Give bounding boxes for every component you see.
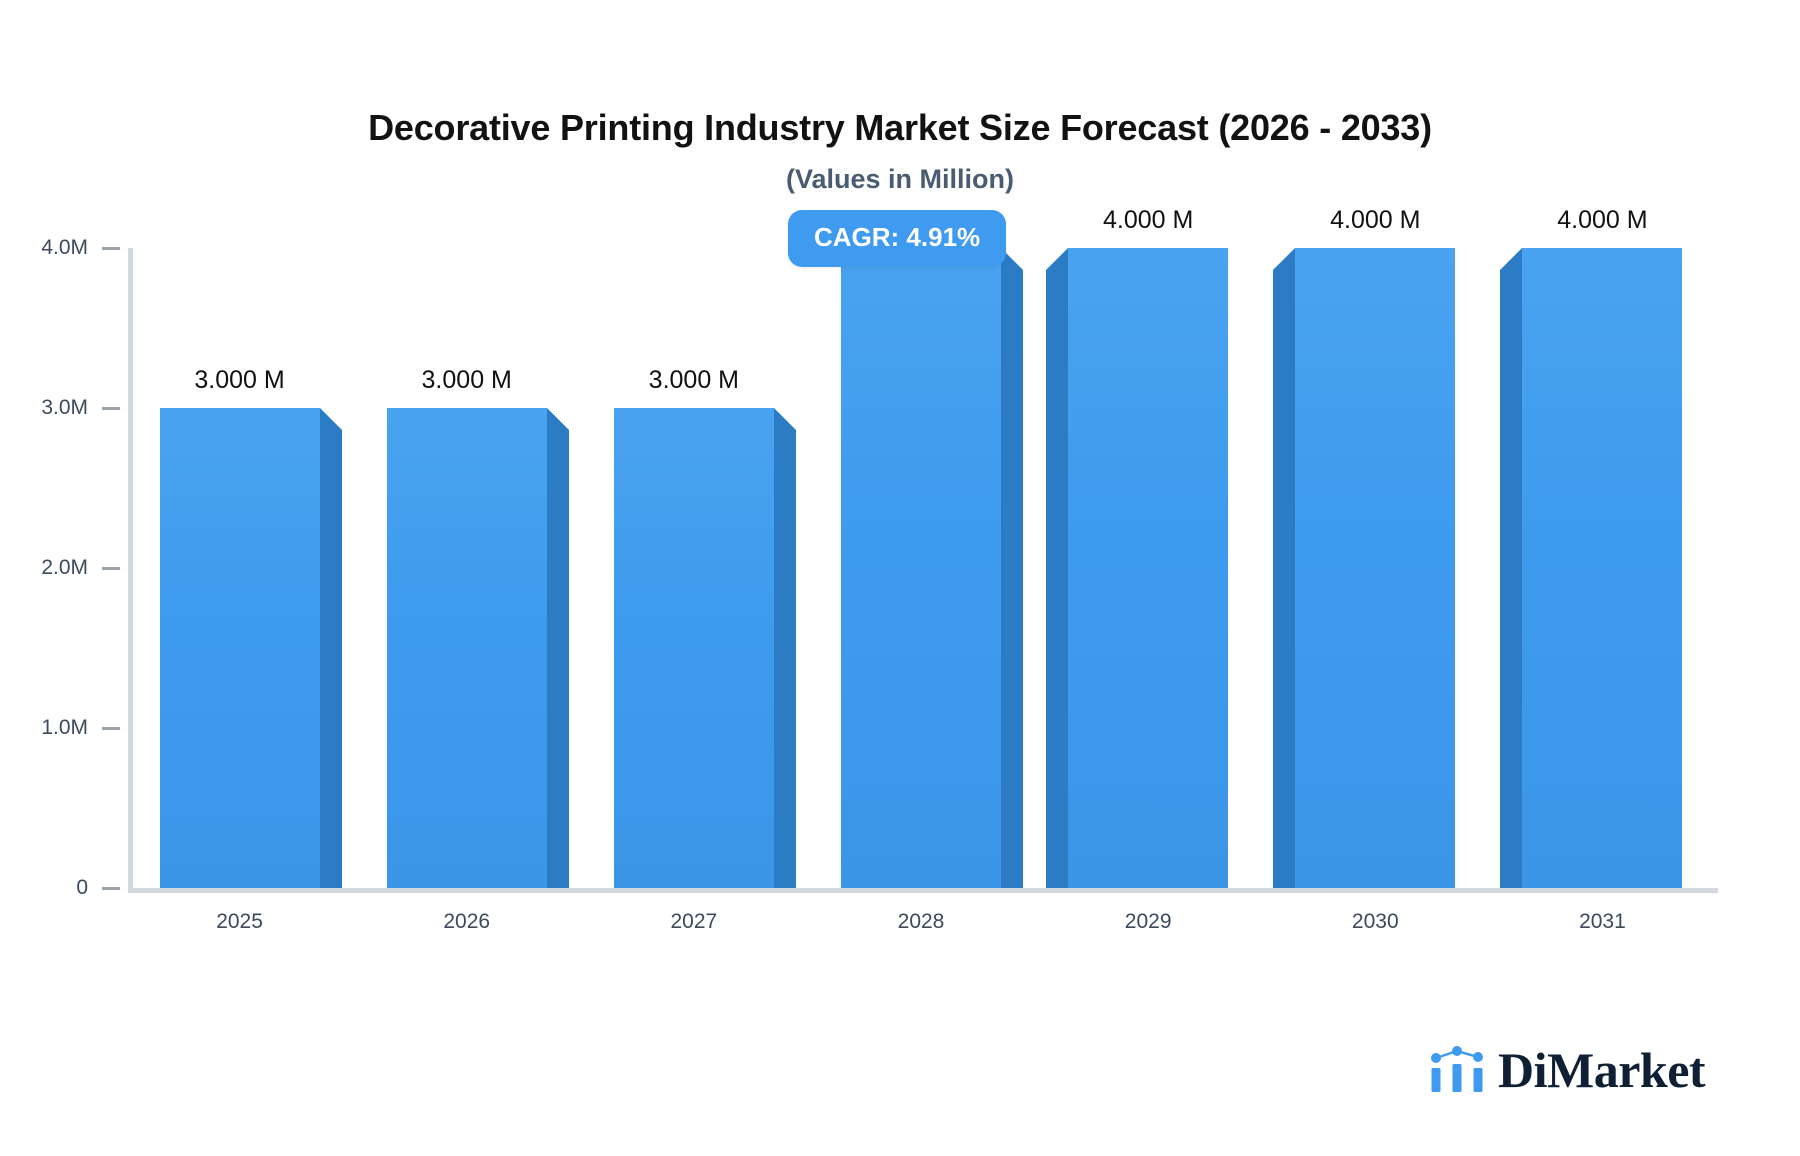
y-axis-tick-mark <box>102 566 120 570</box>
x-axis-label-2028: 2028 <box>897 910 945 933</box>
bar-value-label: 3.000 M <box>421 366 512 394</box>
bar-front-face[interactable] <box>613 408 774 888</box>
y-axis-tick-mark <box>102 726 120 730</box>
y-axis-tick-label: 3.0M <box>41 396 88 419</box>
bar-value-label: 3.000 M <box>648 366 740 394</box>
bar-front-face[interactable] <box>841 248 1001 888</box>
bar-2029[interactable] <box>128 248 1718 888</box>
bar-bevel <box>773 408 796 430</box>
bar-bevel <box>1046 248 1069 270</box>
y-axis-tick: 3.0M <box>41 396 120 419</box>
bar-side-face <box>773 430 796 888</box>
bar-2030[interactable] <box>128 248 1718 888</box>
bar-2027[interactable] <box>128 248 1718 888</box>
bar-front-face[interactable] <box>159 408 320 888</box>
bar-value-label: 4.000 M <box>1557 206 1648 234</box>
x-axis-line <box>128 888 1718 893</box>
x-axis-label-2027: 2027 <box>670 910 718 933</box>
bar-bevel <box>1001 248 1023 270</box>
bar-side-face <box>1046 270 1069 888</box>
bar-side-face <box>1273 270 1296 888</box>
bar-value-label: 4.000 M <box>1102 206 1194 234</box>
y-axis-tick-mark <box>102 886 120 890</box>
bar-bevel <box>319 408 342 430</box>
bar-chart-icon <box>1431 1046 1483 1092</box>
bar-front-face[interactable] <box>1068 248 1229 888</box>
bar-side-face <box>319 430 342 888</box>
brand-logo: DiMarket <box>1430 1040 1706 1100</box>
y-axis-line <box>128 248 133 888</box>
bar-front-face[interactable] <box>386 408 547 888</box>
x-axis-label-2026: 2026 <box>443 910 491 933</box>
bar-bevel <box>1500 248 1523 270</box>
y-axis-tick: 2.0M <box>41 556 120 579</box>
bar-value-label: 3.000 M <box>194 366 285 394</box>
x-axis-label-2025: 2025 <box>216 910 263 933</box>
y-axis-tick-mark <box>102 246 120 250</box>
cagr-badge: CAGR: 4.91% <box>788 210 1007 268</box>
chart-title: Decorative Printing Industry Market Size… <box>368 107 1432 148</box>
x-axis-label-2031: 2031 <box>1579 910 1626 933</box>
bar-bevel <box>546 408 569 430</box>
y-axis-tick: 0 <box>76 876 120 899</box>
bar-2028[interactable] <box>128 248 1718 888</box>
bar-front-face[interactable] <box>1295 248 1456 888</box>
bar-side-face <box>1500 270 1523 888</box>
bar-side-face <box>546 430 569 888</box>
y-axis-tick-mark <box>102 406 120 410</box>
y-axis-tick-label: 2.0M <box>41 556 88 579</box>
y-axis-tick: 1.0M <box>41 716 120 739</box>
chart-header: Decorative Printing Industry Market Size… <box>0 108 1800 195</box>
bar-2031[interactable] <box>128 248 1718 888</box>
y-axis: 4.0M 3.0M 2.0M 1.0M 0 <box>0 237 120 898</box>
plot-area <box>128 248 1718 893</box>
bar-value-label: 4.000 M <box>1330 206 1421 234</box>
bar-front-face[interactable] <box>1522 248 1683 888</box>
chart-subtitle: (Values in Million) <box>785 163 1015 194</box>
y-axis-tick-label: 0 <box>76 876 88 899</box>
brand-name: DiMarket <box>1498 1042 1706 1098</box>
bar-bevel <box>1273 248 1296 270</box>
x-axis-label-2029: 2029 <box>1124 910 1172 933</box>
x-axis-label-2030: 2030 <box>1351 910 1399 933</box>
bar-2025[interactable] <box>128 248 1718 888</box>
bar-side-face <box>1001 270 1023 888</box>
y-axis-tick-label: 4.0M <box>41 236 88 259</box>
y-axis-tick-label: 1.0M <box>41 716 88 739</box>
bar-2026[interactable] <box>128 248 1718 888</box>
y-axis-tick: 4.0M <box>41 236 120 259</box>
